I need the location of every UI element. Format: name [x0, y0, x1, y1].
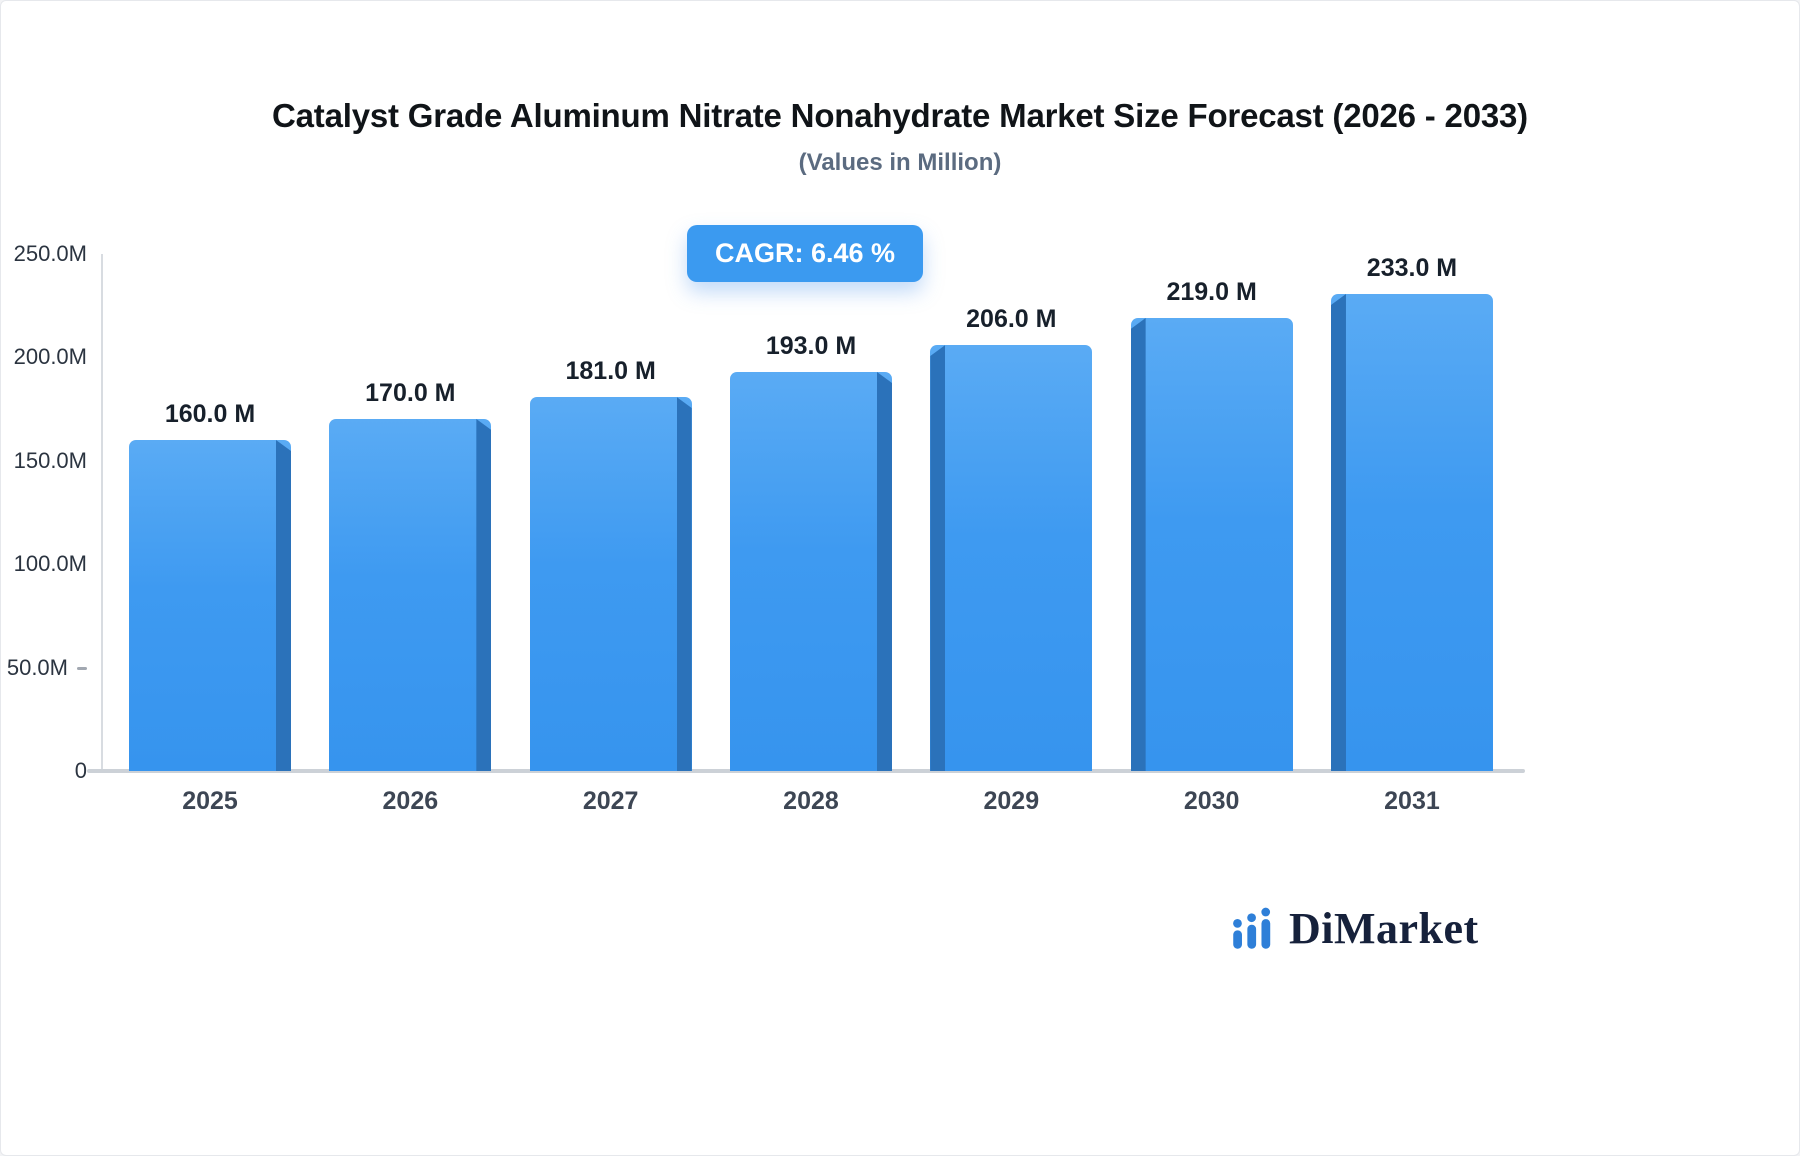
chart-title: Catalyst Grade Aluminum Nitrate Nonahydr… [272, 97, 1528, 134]
bar-side-face [276, 440, 291, 771]
bar-group: 233.0 M [1330, 254, 1493, 771]
bar[interactable] [930, 345, 1093, 771]
bar-group: 219.0 M [1130, 254, 1293, 771]
bar-group: 181.0 M [529, 254, 692, 771]
x-axis-label: 2030 [1183, 787, 1240, 815]
bar[interactable] [129, 440, 291, 771]
y-axis-tick-label: 50.0M [7, 655, 87, 681]
bar[interactable] [529, 397, 692, 771]
y-axis-tick-label: 250.0M [13, 241, 87, 266]
y-axis-tick-label: 200.0M [13, 344, 87, 370]
bar-value-label: 170.0 M [365, 379, 456, 407]
bar[interactable] [729, 372, 892, 771]
bar-side-face [930, 345, 946, 771]
chart-subtitle: (Values in Million) [798, 149, 1002, 176]
bar-side-face [876, 372, 892, 771]
brand-logo: DiMarket [1229, 903, 1479, 954]
bar-value-label: 206.0 M [966, 305, 1057, 333]
cagr-badge: CAGR: 6.46 % [687, 225, 924, 282]
x-axis-line [87, 769, 1525, 773]
bar-group: 160.0 M [129, 254, 291, 771]
bar-value-label: 160.0 M [164, 400, 256, 428]
x-axis-label: 2027 [582, 787, 639, 815]
bar-chart-logo-icon [1233, 907, 1271, 949]
bar-value-label: 233.0 M [1366, 254, 1458, 282]
x-axis-label: 2028 [783, 787, 839, 815]
bars: 160.0 M 170.0 M 181.0 M 193.0 M 206.0 M 219.0… [129, 254, 1493, 771]
bar-value-label: 181.0 M [565, 357, 656, 385]
y-axis: 250.0M 200.0M 150.0M 100.0M 50.0M 0 [1, 241, 91, 783]
bar-value-label: 193.0 M [765, 332, 857, 360]
y-axis-tick-label: 150.0M [13, 447, 87, 473]
bar[interactable] [1130, 318, 1293, 771]
x-axis-label: 2031 [1384, 787, 1440, 815]
bar-side-face [1330, 294, 1346, 771]
bar[interactable] [329, 419, 492, 771]
x-axis-label: 2029 [983, 787, 1040, 815]
brand-name: DiMarket [1289, 904, 1479, 953]
bar-side-face [1130, 318, 1146, 771]
x-axis-label: 2026 [382, 787, 439, 815]
x-axis-labels: 2025 2026 2027 2028 2029 2030 2031 [129, 787, 1493, 816]
y-axis-tick-label: 0 [74, 758, 87, 783]
bar-group: 170.0 M [329, 254, 492, 771]
bar-side-face [476, 419, 492, 771]
bar-group: 193.0 M [729, 254, 892, 771]
y-axis-tick-label: 100.0M [13, 551, 87, 577]
y-axis-line [101, 254, 103, 770]
bar-value-label: 219.0 M [1166, 278, 1257, 306]
x-axis-label: 2025 [182, 787, 238, 815]
bar[interactable] [1330, 294, 1493, 771]
bar-group: 206.0 M [930, 254, 1093, 771]
bar-side-face [676, 397, 692, 771]
y-axis-tick-mark [77, 667, 87, 671]
